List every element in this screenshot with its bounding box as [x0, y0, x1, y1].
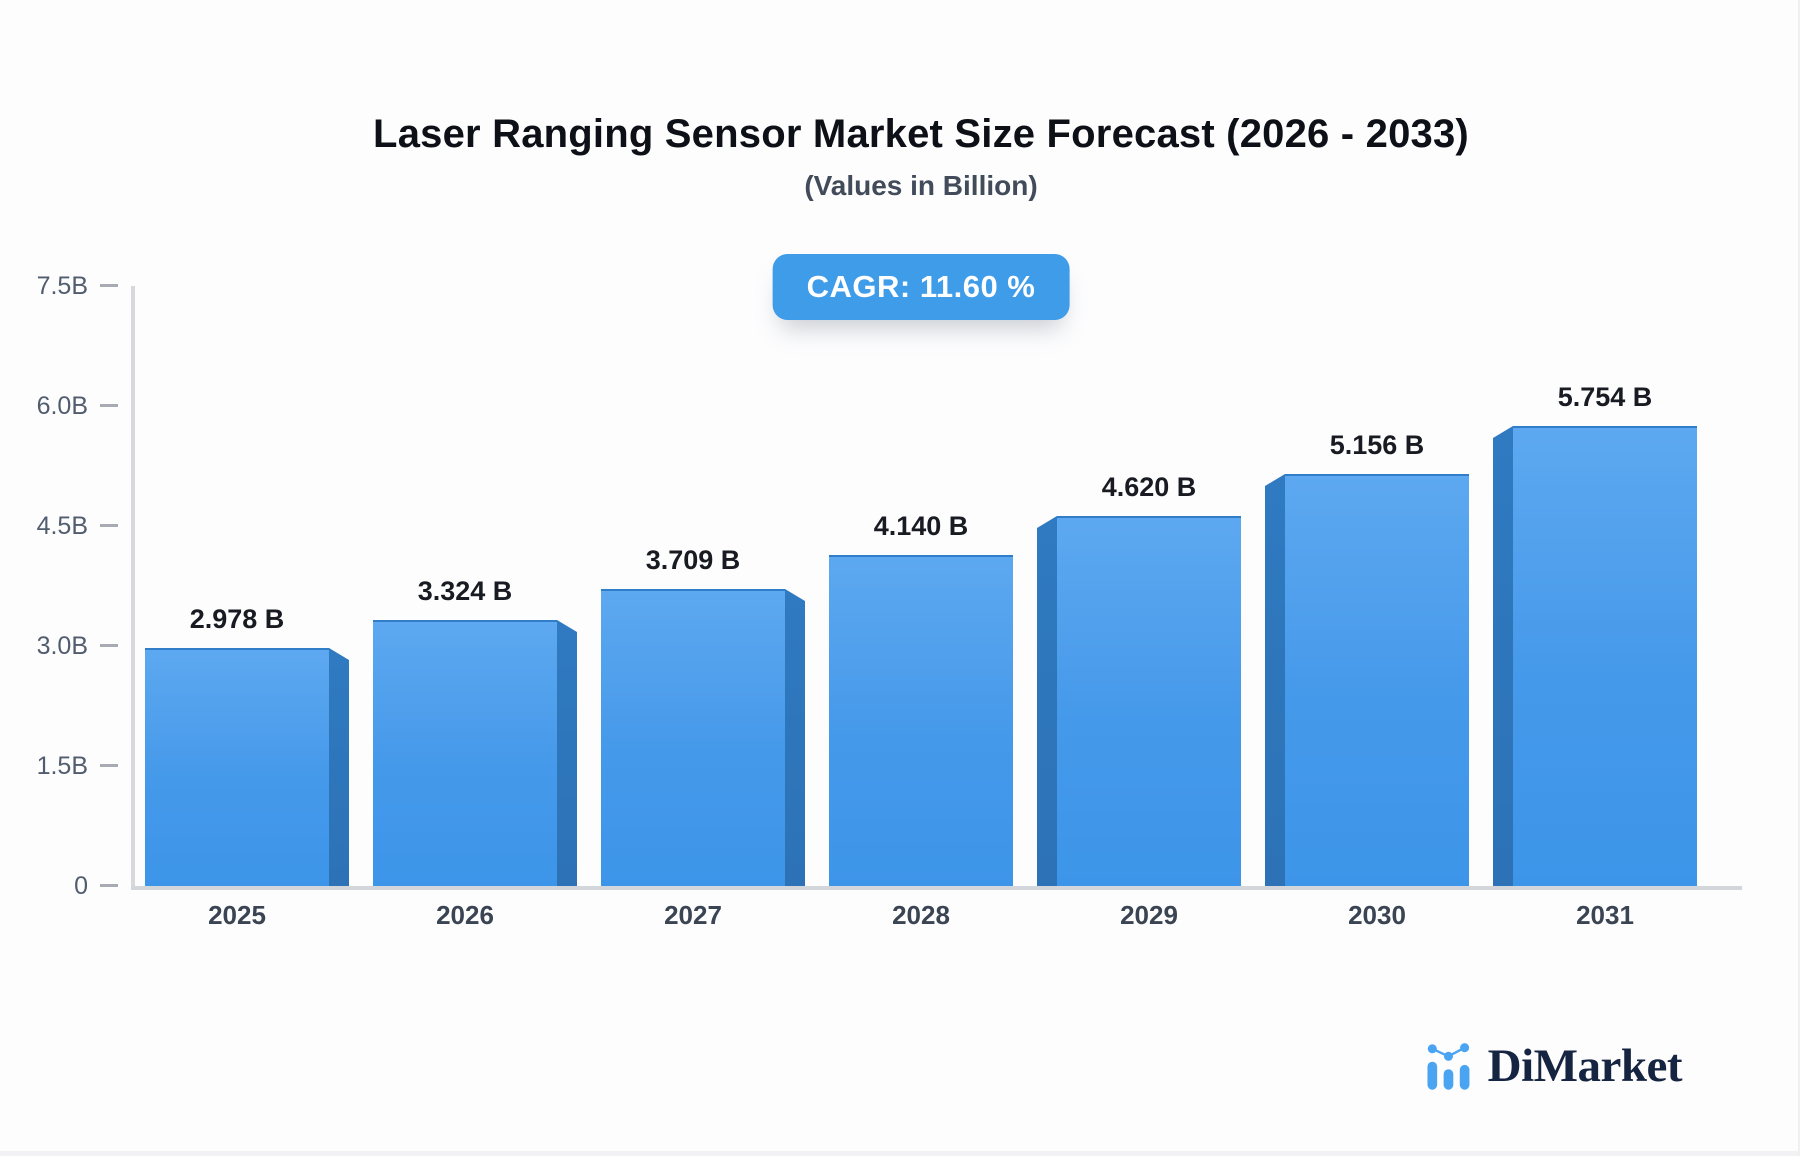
bar-2030: [1285, 474, 1469, 886]
chart-title: Laser Ranging Sensor Market Size Forecas…: [373, 112, 1469, 156]
y-axis-tick-mark: [100, 404, 118, 407]
bar-value-label: 3.324 B: [417, 576, 513, 606]
bar-value-label: 4.140 B: [873, 511, 969, 541]
y-axis-tick-mark: [100, 884, 118, 887]
y-axis-tick-label: 4.5B: [36, 512, 88, 540]
x-axis-label-2025: 2025: [208, 900, 266, 930]
bar-2025: [145, 648, 329, 886]
y-axis-tick-label: 0: [74, 872, 88, 900]
bar-value-label: 2.978 B: [189, 604, 285, 634]
bar-2029: [1057, 516, 1241, 886]
bar-2026: [373, 620, 557, 886]
x-axis-baseline: [131, 886, 1742, 890]
x-axis-label-2028: 2028: [892, 900, 950, 930]
y-axis-tick-mark: [100, 644, 118, 647]
bar-value-label: 5.754 B: [1557, 382, 1653, 412]
bar-value-label: 5.156 B: [1329, 430, 1425, 460]
y-axis-tick-label: 6.0B: [36, 392, 88, 420]
bar-2031: [1513, 426, 1697, 886]
dimarket-logo: DiMarket: [1423, 1038, 1683, 1094]
bar-3d-side: [1265, 474, 1285, 886]
y-axis-line: [131, 286, 135, 888]
dimarket-logo-icon: [1427, 1043, 1470, 1090]
y-axis-tick-label: 3.0B: [36, 632, 88, 660]
dimarket-logo-text: DiMarket: [1487, 1039, 1683, 1092]
bar-3d-side: [1493, 426, 1513, 886]
x-axis-label-2030: 2030: [1348, 900, 1406, 930]
y-axis-tick-mark: [100, 284, 118, 287]
bar-2027: [601, 589, 785, 886]
bar-value-label: 3.709 B: [645, 545, 741, 575]
y-axis-tick-mark: [100, 524, 118, 527]
x-axis-label-2031: 2031: [1576, 900, 1634, 930]
y-axis-tick-label: 1.5B: [36, 752, 88, 780]
cagr-badge: CAGR: 11.60 %: [772, 254, 1070, 320]
x-axis-label-2029: 2029: [1120, 900, 1178, 930]
bar-2028: [829, 555, 1013, 886]
bar-3d-side: [329, 648, 349, 886]
x-axis-label-2027: 2027: [664, 900, 722, 930]
bar-3d-side: [1037, 516, 1057, 886]
x-axis-label-2026: 2026: [436, 900, 494, 930]
chart-subtitle: (Values in Billion): [804, 170, 1038, 201]
bar-value-label: 4.620 B: [1101, 472, 1197, 502]
y-axis-tick-label: 7.5B: [36, 272, 88, 300]
y-axis-tick-mark: [100, 764, 118, 767]
bar-3d-side: [557, 620, 577, 886]
bottom-edge-divider: [0, 1151, 1798, 1156]
bar-3d-side: [785, 589, 805, 886]
